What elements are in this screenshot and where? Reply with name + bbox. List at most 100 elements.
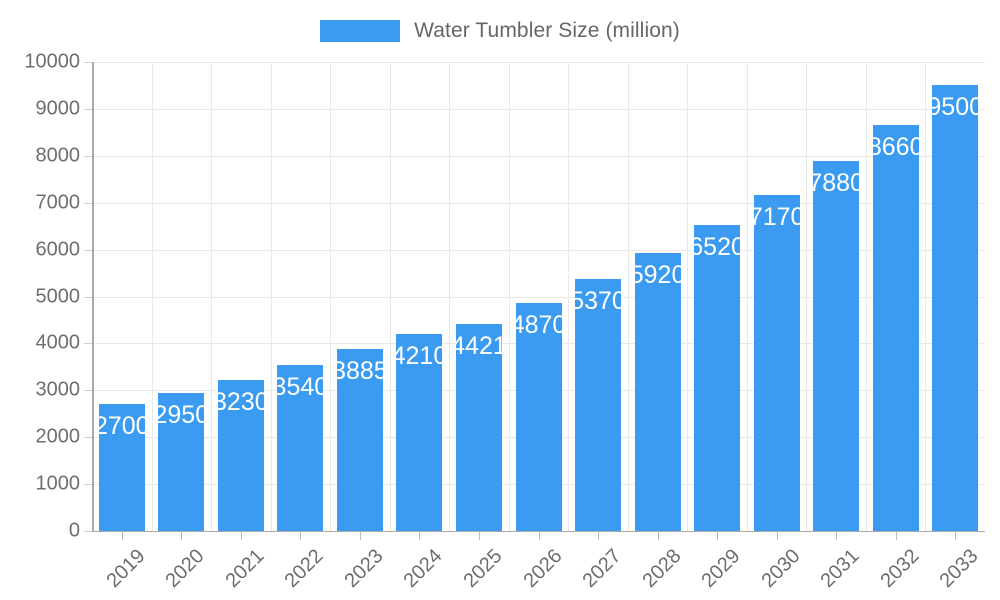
gridline-vertical <box>509 62 510 531</box>
y-axis-tick-mark <box>84 249 92 251</box>
y-axis-tick-label: 7000 <box>35 191 81 214</box>
bar[interactable]: 4421 <box>455 323 502 531</box>
y-axis-tick-mark <box>84 155 92 157</box>
y-axis-tick-mark <box>84 202 92 204</box>
gridline-vertical <box>628 62 629 531</box>
bar[interactable]: 4870 <box>515 302 562 531</box>
bar[interactable]: 5370 <box>575 279 622 531</box>
x-axis-tick-label: 2024 <box>399 545 447 593</box>
bar[interactable]: 7880 <box>813 161 860 531</box>
bar-value-label: 3540 <box>277 372 324 401</box>
bar[interactable]: 3230 <box>217 379 264 531</box>
y-axis-line <box>92 62 94 532</box>
plot-area: 2700 2950 3230 3540 3885 4210 4421 4870 5370 5920… <box>92 62 985 532</box>
bar-value-label: 4210 <box>396 341 443 370</box>
bar-value-label: 5920 <box>634 261 681 290</box>
bar[interactable]: 4210 <box>396 333 443 531</box>
x-axis-tick-label: 2020 <box>161 545 209 593</box>
gridline-vertical <box>747 62 748 531</box>
x-axis-tick-mark <box>717 531 719 540</box>
gridline-horizontal <box>92 296 985 298</box>
bar-value-label: 9500 <box>932 93 979 122</box>
bar[interactable]: 6520 <box>694 225 741 531</box>
bar-value-label: 3230 <box>217 387 264 416</box>
legend-item-water-tumbler-size[interactable]: Water Tumbler Size (million) <box>320 19 680 43</box>
y-axis-tick-mark <box>84 484 92 486</box>
gridline-vertical <box>271 62 272 531</box>
bar-value-label: 6520 <box>694 233 741 262</box>
x-axis-tick-mark <box>121 531 123 540</box>
bar[interactable]: 9500 <box>932 85 979 531</box>
bar-value-label: 2700 <box>98 412 145 441</box>
x-axis-tick-mark <box>419 531 421 540</box>
gridline-vertical <box>806 62 807 531</box>
x-axis-tick-mark <box>538 531 540 540</box>
y-axis-tick-mark <box>84 62 92 63</box>
x-axis-tick-mark <box>181 531 183 540</box>
x-axis-tick-mark <box>836 531 838 540</box>
x-axis-tick-label: 2027 <box>578 545 626 593</box>
y-axis-tick-labels: 0 1000 2000 3000 4000 5000 6000 7000 8000 9000 100… <box>0 51 81 542</box>
bar[interactable]: 5920 <box>634 253 681 531</box>
y-axis-tick-label: 9000 <box>35 97 81 120</box>
gridline-vertical <box>866 62 867 531</box>
bar[interactable]: 8660 <box>872 124 919 531</box>
bar[interactable]: 3885 <box>336 348 383 531</box>
bar[interactable]: 2950 <box>158 392 205 531</box>
legend-item-label: Water Tumbler Size (million) <box>414 19 680 42</box>
x-axis-tick-label: 2021 <box>221 545 269 593</box>
x-axis-tick-label: 2022 <box>280 545 328 593</box>
y-axis-tick-mark <box>84 531 92 532</box>
x-axis-tick-label: 2028 <box>638 545 686 593</box>
bar-value-label: 2950 <box>158 400 205 429</box>
bar[interactable]: 3540 <box>277 364 324 531</box>
x-axis-tick-mark <box>776 531 778 540</box>
x-axis-tick-label: 2025 <box>459 545 507 593</box>
bar[interactable]: 2700 <box>98 404 145 531</box>
y-axis-tick-mark <box>84 437 92 439</box>
x-axis-tick-mark <box>955 531 957 540</box>
gridline-vertical <box>330 62 331 531</box>
y-axis-tick-mark <box>84 343 92 345</box>
bar-value-label: 4421 <box>455 331 502 360</box>
gridline-horizontal <box>92 155 985 157</box>
y-axis-tick-label: 3000 <box>35 378 81 401</box>
x-axis-tick-label: 2033 <box>935 545 983 593</box>
gridline-vertical <box>568 62 569 531</box>
y-axis-tick-label: 2000 <box>35 425 81 448</box>
bar[interactable]: 7170 <box>753 194 800 531</box>
x-axis-tick-label: 2023 <box>340 545 388 593</box>
gridline-vertical <box>687 62 688 531</box>
x-axis-tick-mark <box>359 531 361 540</box>
gridline-horizontal <box>92 62 985 63</box>
x-axis-tick-label: 2031 <box>816 545 864 593</box>
bar-value-label: 8660 <box>872 132 919 161</box>
x-axis-tick-mark <box>478 531 480 540</box>
gridline-horizontal <box>92 108 985 110</box>
bar-value-label: 7880 <box>813 169 860 198</box>
x-axis-tick-mark <box>240 531 242 540</box>
y-axis-tick-label: 5000 <box>35 285 81 307</box>
gridline-vertical <box>211 62 212 531</box>
bar-value-label: 4870 <box>515 310 562 339</box>
bar-value-label: 5370 <box>575 287 622 316</box>
y-axis-tick-label: 8000 <box>35 144 81 167</box>
legend-color-swatch-icon <box>320 20 401 42</box>
bar-value-label: 7170 <box>753 202 800 231</box>
gridline-vertical <box>925 62 926 531</box>
gridline-vertical <box>152 62 153 531</box>
gridline-horizontal <box>92 249 985 251</box>
y-axis-tick-mark <box>84 296 92 298</box>
chart-legend: Water Tumbler Size (million) <box>0 14 1000 48</box>
x-axis-tick-mark <box>895 531 897 540</box>
x-axis-tick-label: 2032 <box>876 545 924 593</box>
gridline-horizontal <box>92 202 985 204</box>
x-axis-tick-label: 2026 <box>519 545 567 593</box>
bar-value-label: 3885 <box>336 356 383 385</box>
x-axis-tick-label: 2030 <box>757 545 805 593</box>
y-axis-tick-mark <box>84 390 92 392</box>
x-axis-tick-mark <box>657 531 659 540</box>
gridline-vertical <box>390 62 391 531</box>
y-axis-tick-label: 10000 <box>24 50 80 73</box>
